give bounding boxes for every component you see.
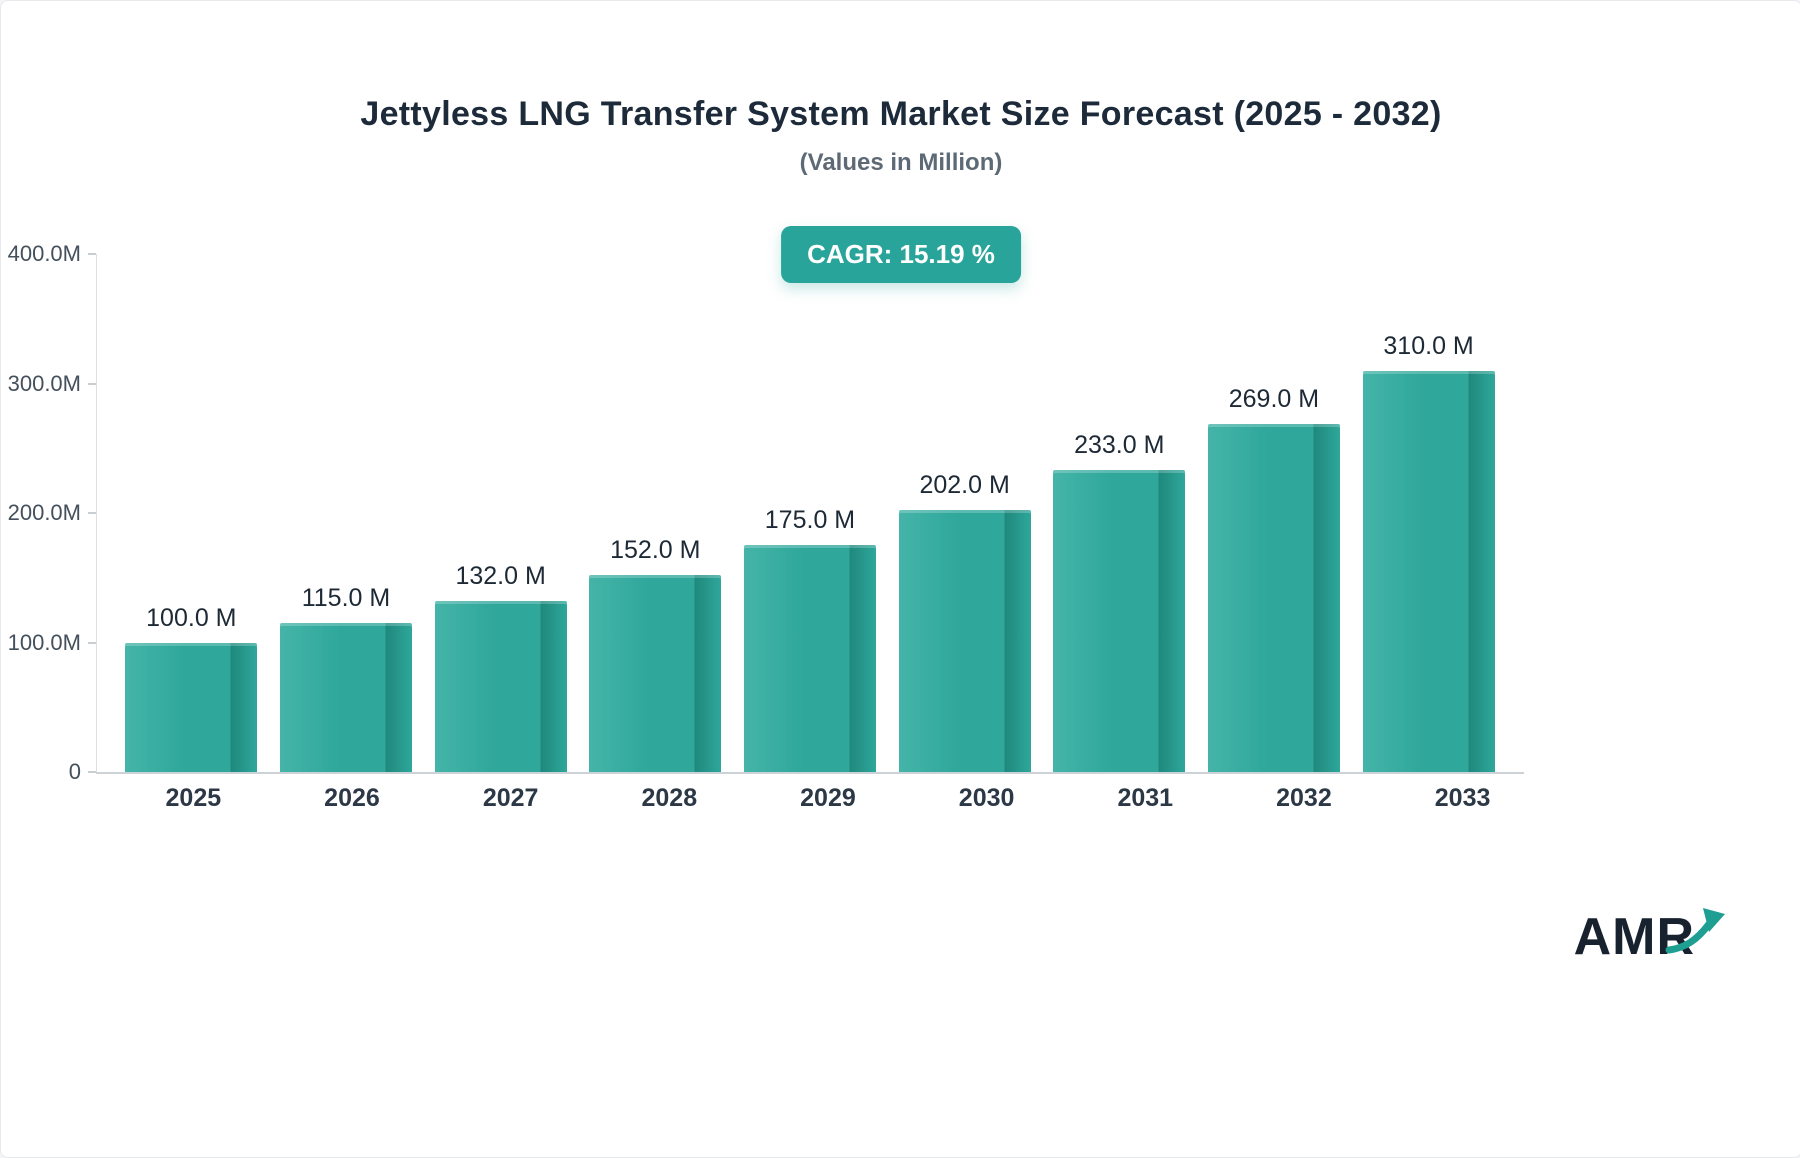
bar-group-2033: 310.0 M xyxy=(1362,331,1495,772)
y-tick-label: 0 xyxy=(68,759,81,784)
x-axis: 2025 2026 2027 2028 2029 2030 2031 2032 2033 xyxy=(96,784,1560,813)
bar-group-2029: 175.0 M xyxy=(743,506,876,772)
bar-group-2028: 152.0 M xyxy=(589,536,722,772)
bar-value-label: 202.0 M xyxy=(919,471,1010,500)
x-axis-label-2029: 2029 xyxy=(800,784,856,812)
bar-value-label: 269.0 M xyxy=(1228,384,1320,413)
plot-area: 400.0M 300.0M 200.0M 100.0M 0 100.0 M 115.0 M… xyxy=(8,241,1524,784)
bar-group-2032: 269.0 M xyxy=(1207,384,1340,772)
bar-2028 xyxy=(589,575,722,772)
bar-group-2026: 115.0 M xyxy=(279,584,412,772)
bar-value-label: 152.0 M xyxy=(610,536,701,565)
y-tick-label: 400.0M xyxy=(7,241,81,266)
y-tick: 300.0M xyxy=(4,371,96,397)
bar-value-label: 310.0 M xyxy=(1383,331,1474,360)
y-tick-label: 100.0M xyxy=(7,629,81,655)
bar-2029 xyxy=(743,545,876,772)
bar-value-label: 233.0 M xyxy=(1074,431,1165,460)
bar-2032 xyxy=(1207,423,1340,772)
chart-title: Jettyless LNG Transfer System Market Siz… xyxy=(360,95,1442,133)
bars: 100.0 M 115.0 M 132.0 M 152.0 M 175.0 M 202.0… xyxy=(96,254,1524,772)
bar-value-label: 100.0 M xyxy=(146,603,237,632)
x-axis-label-2027: 2027 xyxy=(482,784,539,812)
y-tick-mark xyxy=(88,512,96,514)
growth-arrow-icon xyxy=(1665,904,1727,961)
cagr-badge: CAGR: 15.19 % xyxy=(781,226,1021,283)
y-axis-line xyxy=(96,254,97,772)
x-axis-label-2025: 2025 xyxy=(165,784,222,812)
y-tick: 0 xyxy=(4,759,96,785)
bar-value-label: 115.0 M xyxy=(301,584,391,613)
y-tick-label: 200.0M xyxy=(7,500,81,525)
x-axis-label-2033: 2033 xyxy=(1434,784,1491,812)
x-axis-label-2030: 2030 xyxy=(958,784,1015,812)
x-axis-label-2028: 2028 xyxy=(641,784,698,812)
x-axis-label-2031: 2031 xyxy=(1117,784,1174,812)
bar-group-2027: 132.0 M xyxy=(434,562,567,772)
y-tick-label: 300.0M xyxy=(7,370,81,396)
x-axis-label-2032: 2032 xyxy=(1276,784,1332,812)
bar-2026 xyxy=(279,623,412,772)
bar-2030 xyxy=(898,510,1031,772)
y-tick: 400.0M xyxy=(4,241,96,267)
y-tick: 100.0M xyxy=(4,630,96,656)
y-tick-mark xyxy=(88,253,96,255)
chart-subtitle: (Values in Million) xyxy=(799,149,1003,176)
bar-2033 xyxy=(1362,370,1495,772)
x-axis-label-2026: 2026 xyxy=(324,784,380,812)
amr-logo: AMR xyxy=(1574,907,1727,967)
y-tick-mark xyxy=(88,641,96,644)
bar-value-label: 132.0 M xyxy=(455,562,546,591)
bar-value-label: 175.0 M xyxy=(764,506,856,535)
bar-2031 xyxy=(1053,470,1186,772)
bar-group-2031: 233.0 M xyxy=(1053,431,1186,772)
y-tick: 200.0M xyxy=(4,500,96,526)
bar-group-2025: 100.0 M xyxy=(125,603,258,772)
y-tick-mark xyxy=(88,771,96,773)
bar-group-2030: 202.0 M xyxy=(898,471,1031,772)
bar-2027 xyxy=(434,601,567,772)
amr-logo-text: AMR xyxy=(1573,908,1695,966)
y-tick-mark xyxy=(88,382,96,385)
bar-2025 xyxy=(125,642,258,772)
